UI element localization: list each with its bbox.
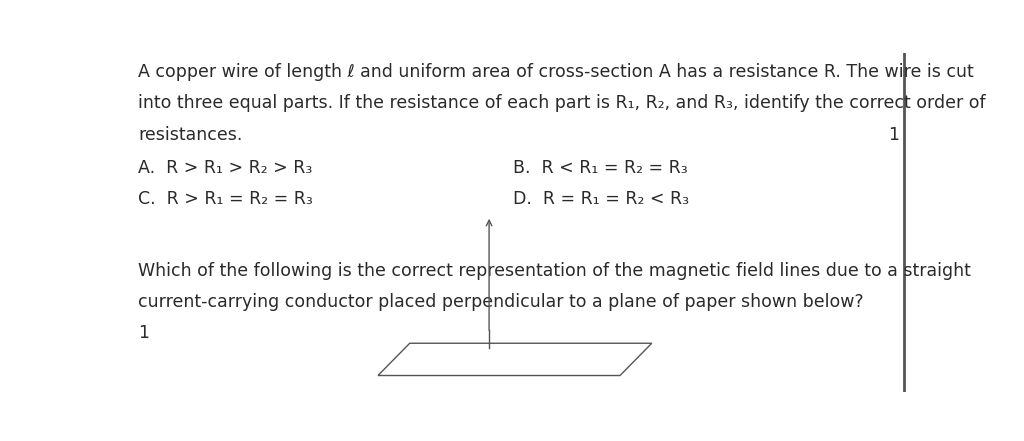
- Text: current-carrying conductor placed perpendicular to a plane of paper shown below?: current-carrying conductor placed perpen…: [138, 293, 864, 311]
- Text: A copper wire of length ℓ and uniform area of cross-section A has a resistance R: A copper wire of length ℓ and uniform ar…: [138, 63, 974, 81]
- Text: C.  R > R₁ = R₂ = R₃: C. R > R₁ = R₂ = R₃: [138, 190, 313, 208]
- Text: Which of the following is the correct representation of the magnetic field lines: Which of the following is the correct re…: [138, 262, 971, 280]
- Text: resistances.: resistances.: [138, 126, 243, 144]
- Text: D.  R = R₁ = R₂ < R₃: D. R = R₁ = R₂ < R₃: [513, 190, 689, 208]
- Text: B.  R < R₁ = R₂ = R₃: B. R < R₁ = R₂ = R₃: [513, 158, 688, 176]
- Text: A.  R > R₁ > R₂ > R₃: A. R > R₁ > R₂ > R₃: [138, 158, 312, 176]
- Text: 1: 1: [889, 126, 899, 144]
- Text: into three equal parts. If the resistance of each part is R₁, R₂, and R₃, identi: into three equal parts. If the resistanc…: [138, 94, 986, 112]
- Text: 1: 1: [138, 324, 150, 342]
